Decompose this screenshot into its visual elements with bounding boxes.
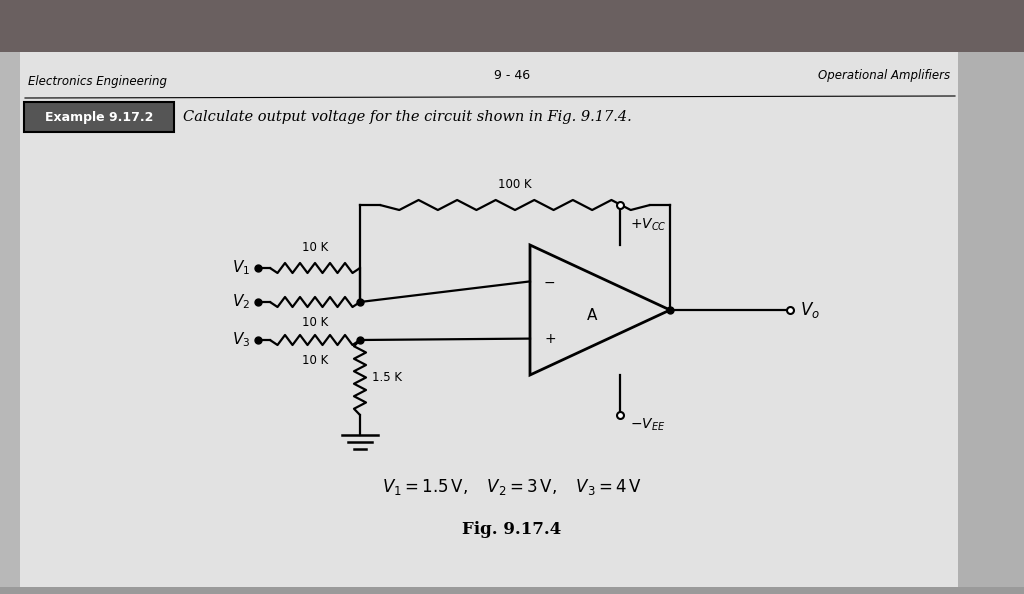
- Text: $V_1$: $V_1$: [231, 258, 250, 277]
- Text: $V_3$: $V_3$: [231, 331, 250, 349]
- Text: −: −: [544, 276, 556, 289]
- Text: 10 K: 10 K: [302, 241, 328, 254]
- Text: $V_o$: $V_o$: [800, 300, 820, 320]
- Text: Calculate output voltage for the circuit shown in Fig. 9.17.4.: Calculate output voltage for the circuit…: [183, 110, 632, 124]
- FancyBboxPatch shape: [24, 102, 174, 132]
- Text: $+V_{CC}$: $+V_{CC}$: [630, 217, 667, 233]
- Text: Fig. 9.17.4: Fig. 9.17.4: [463, 522, 561, 539]
- Text: 10 K: 10 K: [302, 354, 328, 367]
- Text: Operational Amplifiers: Operational Amplifiers: [818, 69, 950, 82]
- Text: 9 - 46: 9 - 46: [494, 69, 530, 82]
- Text: 100 K: 100 K: [499, 178, 531, 191]
- Text: $V_1 = 1.5\,\mathrm{V}, \quad V_2 = 3\,\mathrm{V}, \quad V_3 = 4\,\mathrm{V}$: $V_1 = 1.5\,\mathrm{V}, \quad V_2 = 3\,\…: [382, 477, 642, 497]
- Text: 10 K: 10 K: [302, 316, 328, 329]
- Text: $-V_{EE}$: $-V_{EE}$: [630, 417, 666, 434]
- Text: A: A: [587, 308, 597, 323]
- Bar: [0, 52, 20, 587]
- Text: Electronics Engineering: Electronics Engineering: [28, 75, 167, 88]
- Bar: [958, 52, 1024, 587]
- Text: Example 9.17.2: Example 9.17.2: [45, 110, 154, 124]
- Text: +: +: [544, 331, 556, 346]
- Text: $V_2$: $V_2$: [231, 293, 250, 311]
- Text: 1.5 K: 1.5 K: [372, 371, 402, 384]
- Bar: [0, 0, 1024, 55]
